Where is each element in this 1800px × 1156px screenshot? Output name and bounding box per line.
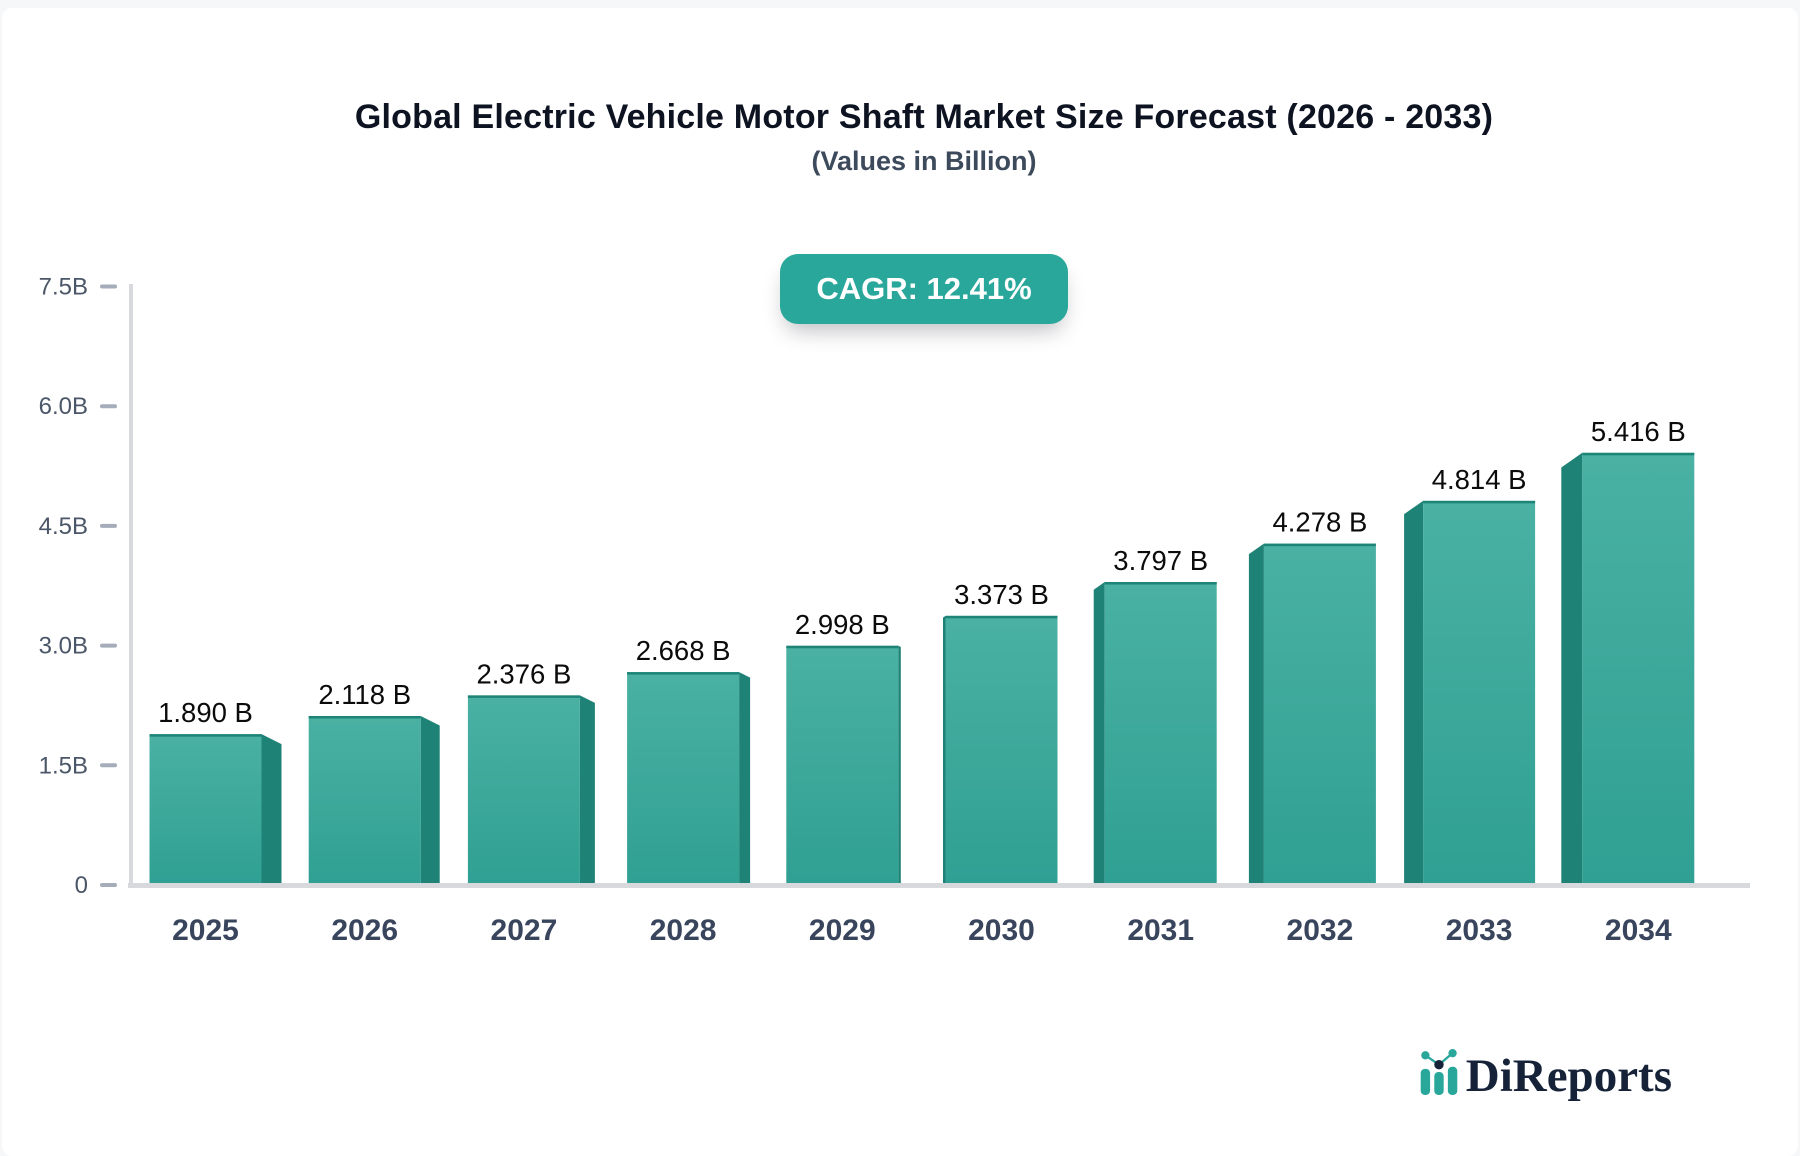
- x-axis-label: 2032: [1287, 914, 1354, 947]
- bar-top-edge: [308, 715, 421, 719]
- bar: [945, 615, 1058, 885]
- y-axis-line: [129, 284, 133, 888]
- bar-side-face: [1561, 452, 1583, 885]
- bar-top-edge: [149, 734, 262, 737]
- brand-logo: DiReports: [1420, 1049, 1672, 1100]
- y-tick: [100, 404, 117, 409]
- bar-side-face: [1248, 543, 1264, 885]
- bar-side-face: [420, 715, 440, 885]
- y-axis-label: 3.0B: [39, 633, 88, 660]
- chart-header: Global Electric Vehicle Motor Shaft Mark…: [26, 8, 1798, 324]
- bar: [1582, 452, 1695, 885]
- bar-top-edge: [1582, 452, 1695, 456]
- x-axis-label: 2028: [650, 914, 717, 947]
- chart-subtitle: (Values in Billion): [811, 146, 1037, 176]
- bar-top-edge: [786, 645, 899, 649]
- bar-side-face: [1093, 581, 1105, 885]
- bar-top-edge: [627, 672, 740, 675]
- y-axis-label: 1.5B: [39, 752, 88, 779]
- bar-side-face: [261, 734, 282, 885]
- y-tick: [100, 883, 117, 887]
- bar: [1423, 500, 1536, 885]
- bar-value-label: 3.797 B: [1113, 545, 1208, 576]
- y-axis-label: 0: [75, 872, 88, 899]
- chart-title: Global Electric Vehicle Motor Shaft Mark…: [354, 98, 1494, 136]
- bar-side-face: [943, 615, 946, 885]
- y-tick: [100, 284, 117, 289]
- bar: [627, 672, 740, 885]
- x-axis-label: 2033: [1446, 914, 1513, 947]
- x-axis-label: 2025: [172, 914, 239, 947]
- bar-value-label: 5.416 B: [1591, 416, 1686, 447]
- x-axis-label: 2029: [809, 914, 876, 947]
- y-tick: [100, 643, 117, 648]
- cagr-badge: CAGR: 12.41%: [780, 254, 1068, 324]
- y-axis-label: 7.5B: [39, 274, 88, 301]
- bar: [308, 715, 421, 885]
- bar-top-edge: [1263, 543, 1376, 547]
- bar: [786, 645, 899, 885]
- bar: [467, 695, 580, 885]
- bar-value-label: 2.668 B: [636, 635, 731, 666]
- bar: [149, 734, 262, 885]
- bar-value-label: 4.278 B: [1272, 507, 1367, 538]
- bar-side-face: [1404, 500, 1424, 885]
- mini-bar-chart-icon: [1420, 1049, 1458, 1095]
- x-axis-label: 2034: [1605, 914, 1672, 947]
- y-axis-label: 6.0B: [39, 393, 88, 420]
- bar-top-edge: [1104, 581, 1217, 585]
- bar: [1263, 543, 1376, 885]
- bar-side-face: [898, 645, 901, 885]
- y-axis-label: 4.5B: [39, 513, 88, 540]
- brand-logo-text: DiReports: [1465, 1050, 1672, 1102]
- bar-value-label: 2.998 B: [795, 609, 890, 640]
- bar-value-label: 2.376 B: [476, 658, 571, 689]
- bar-side-face: [579, 695, 595, 885]
- bar-value-label: 4.814 B: [1432, 464, 1527, 495]
- x-axis-label: 2027: [491, 914, 558, 947]
- y-tick: [100, 523, 117, 528]
- x-axis-line: [128, 883, 1750, 888]
- bar-top-edge: [1423, 500, 1536, 504]
- bar-value-label: 1.890 B: [158, 697, 253, 728]
- x-axis-label: 2030: [968, 914, 1035, 947]
- x-axis-label: 2026: [331, 914, 398, 947]
- bar-top-edge: [945, 615, 1058, 619]
- bar-chart: 7.5B 6.0B 4.5B 3.0B 1.5B 0 1.890 B 2.118 B 2.376…: [39, 274, 1750, 947]
- bar-value-label: 2.118 B: [318, 679, 411, 710]
- bar-side-face: [739, 672, 751, 885]
- y-tick: [100, 763, 117, 768]
- bar: [1104, 581, 1217, 885]
- bar-top-edge: [467, 695, 580, 698]
- x-axis-label: 2031: [1127, 914, 1194, 947]
- chart-card: 7.5B 6.0B 4.5B 3.0B 1.5B 0 1.890 B 2.118 B 2.376…: [2, 8, 1798, 1156]
- bar-value-label: 3.373 B: [954, 579, 1049, 610]
